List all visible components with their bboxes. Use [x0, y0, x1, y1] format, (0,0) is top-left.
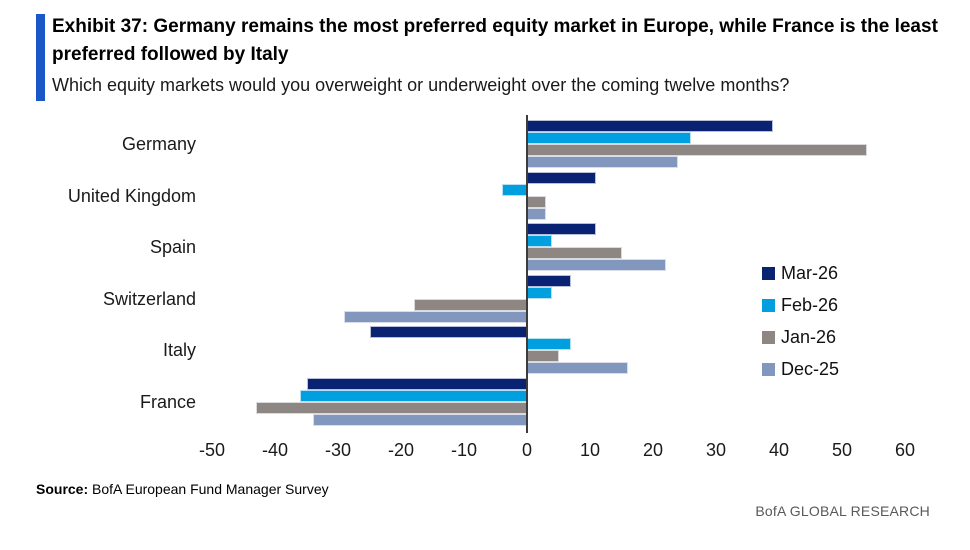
bar-italy-mar-26 [369, 326, 527, 338]
exhibit-title: Exhibit 37: Germany remains the most pre… [52, 16, 938, 65]
bar-spain-dec-25 [527, 259, 666, 271]
category-label: United Kingdom [67, 186, 196, 206]
source-text: BofA European Fund Manager Survey [88, 481, 329, 497]
bar-germany-dec-25 [527, 156, 679, 168]
legend-swatch [762, 298, 775, 312]
x-tick-label: -10 [450, 440, 477, 460]
bar-switzerland-dec-25 [344, 311, 527, 323]
bar-switzerland-feb-26 [527, 287, 553, 299]
x-tick-label: 30 [705, 440, 727, 460]
category-label: Switzerland [102, 289, 196, 309]
category-label: France [139, 392, 196, 412]
legend-swatch [762, 266, 775, 280]
legend-item: Mar-26 [762, 263, 839, 283]
legend: Mar-26 Feb-26 Jan-26 Dec-25 [762, 263, 839, 391]
bar-spain-mar-26 [527, 223, 597, 235]
x-tick-label: 0 [521, 440, 532, 460]
x-tick-label: -50 [198, 440, 225, 460]
bar-france-dec-25 [312, 414, 527, 426]
legend-swatch [762, 330, 775, 344]
legend-label: Jan-26 [781, 326, 837, 347]
bar-united-kingdom-feb-26 [501, 184, 527, 196]
category-label: Spain [149, 237, 196, 257]
bar-switzerland-mar-26 [527, 275, 572, 287]
bar-spain-feb-26 [527, 235, 553, 247]
bar-switzerland-jan-26 [413, 299, 527, 311]
category-label: Germany [121, 134, 196, 154]
legend-item: Feb-26 [762, 295, 839, 315]
x-tick-label: -30 [324, 440, 351, 460]
legend-label: Mar-26 [781, 262, 839, 283]
bar-france-jan-26 [256, 402, 527, 414]
category-label: Italy [162, 340, 196, 360]
x-tick-label: -40 [261, 440, 288, 460]
bar-france-feb-26 [300, 390, 527, 402]
bar-italy-jan-26 [527, 350, 559, 362]
bar-united-kingdom-dec-25 [527, 208, 546, 220]
x-tick-label: 10 [579, 440, 601, 460]
bar-germany-mar-26 [527, 120, 773, 132]
legend-label: Feb-26 [781, 294, 839, 315]
x-tick-label: 20 [642, 440, 664, 460]
title-accent-bar [36, 14, 45, 101]
legend-item: Jan-26 [762, 327, 839, 347]
legend-label: Dec-25 [781, 358, 840, 379]
x-tick-label: -20 [387, 440, 414, 460]
bar-united-kingdom-mar-26 [527, 172, 597, 184]
bar-spain-jan-26 [527, 247, 622, 259]
brand-mark: BofA GLOBAL RESEARCH [755, 503, 930, 519]
x-tick-label: 60 [894, 440, 916, 460]
bar-italy-dec-25 [527, 362, 628, 374]
x-tick-label: 40 [768, 440, 790, 460]
legend-item: Dec-25 [762, 359, 839, 379]
x-tick-label: 50 [831, 440, 853, 460]
bar-germany-jan-26 [527, 144, 868, 156]
legend-swatch [762, 362, 775, 376]
source-label: Source: [36, 481, 89, 497]
bar-italy-feb-26 [527, 338, 572, 350]
source-note: Source: BofA European Fund Manager Surve… [36, 481, 329, 497]
zero-axis-line [526, 115, 528, 433]
bar-united-kingdom-jan-26 [527, 196, 546, 208]
bar-germany-feb-26 [527, 132, 691, 144]
exhibit-subtitle: Which equity markets would you overweigh… [52, 75, 790, 95]
bar-france-mar-26 [306, 378, 527, 390]
